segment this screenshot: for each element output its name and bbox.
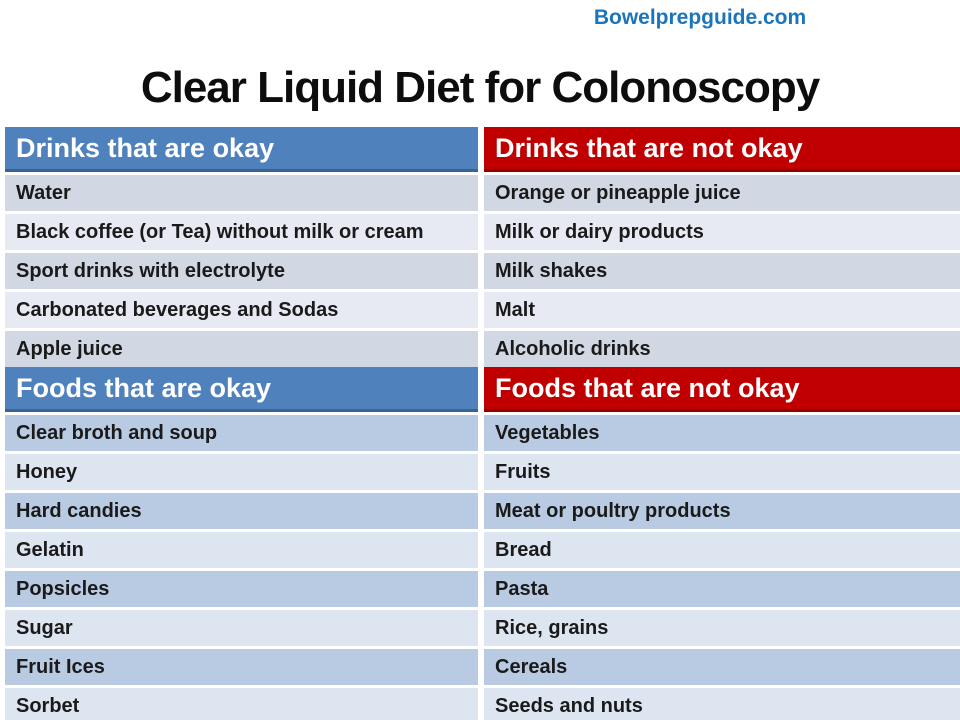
table-row: Black coffee (or Tea) without milk or cr… bbox=[5, 214, 960, 250]
table-row: Popsicles Pasta bbox=[5, 571, 960, 607]
table-row: Honey Fruits bbox=[5, 454, 960, 490]
table-row: Sorbet Seeds and nuts bbox=[5, 688, 960, 720]
not-okay-cell: Milk or dairy products bbox=[484, 214, 960, 250]
okay-cell: Sport drinks with electrolyte bbox=[5, 253, 478, 289]
okay-cell: Apple juice bbox=[5, 331, 478, 367]
drinks-not-okay-header: Drinks that are not okay bbox=[484, 127, 960, 172]
foods-section: Foods that are okay Foods that are not o… bbox=[5, 367, 960, 720]
okay-cell: Water bbox=[5, 175, 478, 211]
foods-header-row: Foods that are okay Foods that are not o… bbox=[5, 367, 960, 412]
okay-cell: Black coffee (or Tea) without milk or cr… bbox=[5, 214, 478, 250]
page-title: Clear Liquid Diet for Colonoscopy bbox=[140, 63, 820, 113]
table-row: Carbonated beverages and Sodas Malt bbox=[5, 292, 960, 328]
table-row: Apple juice Alcoholic drinks bbox=[5, 331, 960, 367]
site-url: Bowelprepguide.com bbox=[593, 6, 807, 29]
not-okay-cell: Fruits bbox=[484, 454, 960, 490]
okay-cell: Sorbet bbox=[5, 688, 478, 720]
not-okay-cell: Alcoholic drinks bbox=[484, 331, 960, 367]
table-row: Sugar Rice, grains bbox=[5, 610, 960, 646]
okay-cell: Hard candies bbox=[5, 493, 478, 529]
not-okay-cell: Pasta bbox=[484, 571, 960, 607]
okay-cell: Popsicles bbox=[5, 571, 478, 607]
drinks-section: Drinks that are okay Drinks that are not… bbox=[5, 127, 960, 367]
table-row: Clear broth and soup Vegetables bbox=[5, 415, 960, 451]
okay-cell: Sugar bbox=[5, 610, 478, 646]
not-okay-cell: Orange or pineapple juice bbox=[484, 175, 960, 211]
not-okay-cell: Bread bbox=[484, 532, 960, 568]
okay-cell: Carbonated beverages and Sodas bbox=[5, 292, 478, 328]
not-okay-cell: Malt bbox=[484, 292, 960, 328]
table-row: Sport drinks with electrolyte Milk shake… bbox=[5, 253, 960, 289]
okay-cell: Gelatin bbox=[5, 532, 478, 568]
foods-okay-header: Foods that are okay bbox=[5, 367, 478, 412]
okay-cell: Clear broth and soup bbox=[5, 415, 478, 451]
diet-table: Drinks that are okay Drinks that are not… bbox=[5, 127, 960, 720]
drinks-header-row: Drinks that are okay Drinks that are not… bbox=[5, 127, 960, 172]
not-okay-cell: Cereals bbox=[484, 649, 960, 685]
not-okay-cell: Rice, grains bbox=[484, 610, 960, 646]
drinks-okay-header: Drinks that are okay bbox=[5, 127, 478, 172]
not-okay-cell: Meat or poultry products bbox=[484, 493, 960, 529]
table-row: Gelatin Bread bbox=[5, 532, 960, 568]
not-okay-cell: Seeds and nuts bbox=[484, 688, 960, 720]
table-row: Fruit Ices Cereals bbox=[5, 649, 960, 685]
not-okay-cell: Vegetables bbox=[484, 415, 960, 451]
not-okay-cell: Milk shakes bbox=[484, 253, 960, 289]
table-row: Water Orange or pineapple juice bbox=[5, 175, 960, 211]
okay-cell: Honey bbox=[5, 454, 478, 490]
foods-not-okay-header: Foods that are not okay bbox=[484, 367, 960, 412]
table-row: Hard candies Meat or poultry products bbox=[5, 493, 960, 529]
okay-cell: Fruit Ices bbox=[5, 649, 478, 685]
